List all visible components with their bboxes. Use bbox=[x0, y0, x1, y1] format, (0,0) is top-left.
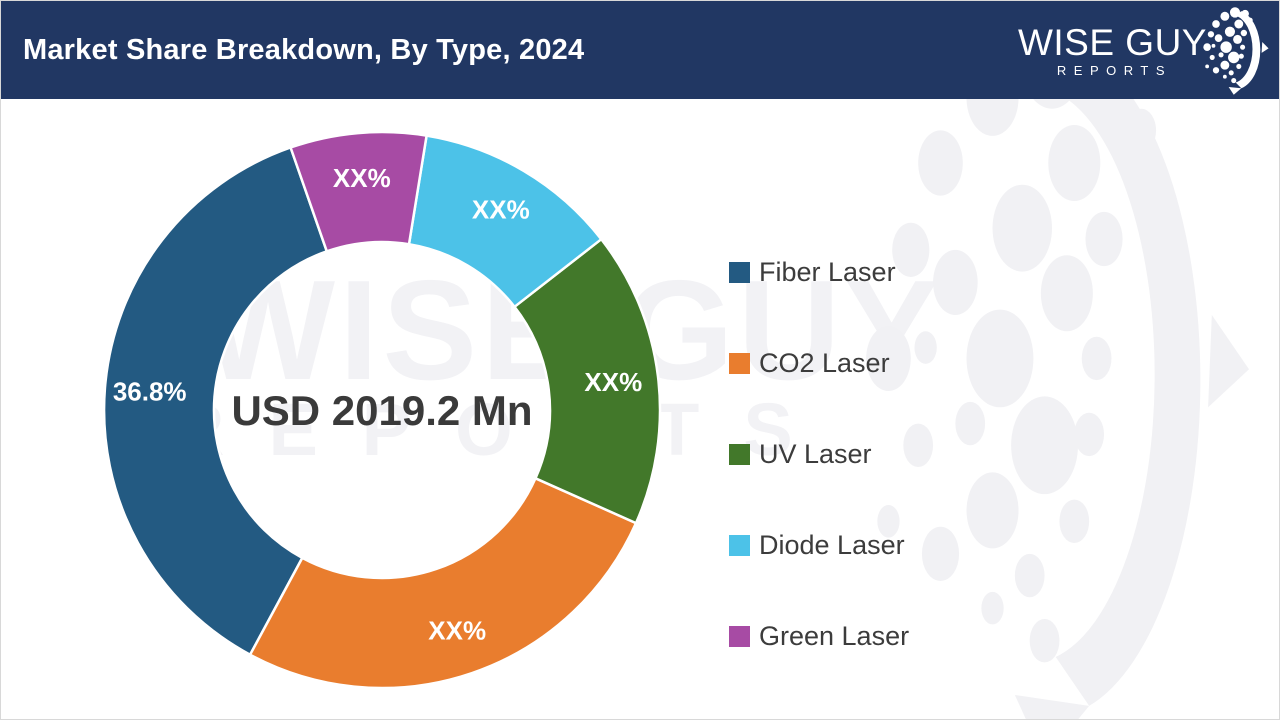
legend-label-diode-laser: Diode Laser bbox=[759, 530, 905, 560]
donut-segment-uv-laser bbox=[513, 237, 662, 525]
segment-value-label-diode-laser: XX% bbox=[472, 195, 530, 225]
segment-value-label-green-laser: XX% bbox=[333, 163, 391, 193]
donut-segment-labels: 36.8% XX% XX% XX% XX% bbox=[113, 163, 642, 646]
logo-text: WISE GUY REPORTS bbox=[1017, 21, 1207, 79]
legend-label-fiber-laser: Fiber Laser bbox=[759, 257, 896, 287]
legend-item-fiber-laser: Fiber Laser bbox=[729, 259, 909, 286]
logo-subtitle: REPORTS bbox=[1056, 63, 1173, 79]
donut-segment-co2-laser bbox=[248, 477, 638, 690]
logo-wordmark: WISE GUY bbox=[1017, 21, 1207, 63]
legend-swatch-diode-laser bbox=[729, 535, 750, 556]
segment-value-label-co2-laser: XX% bbox=[428, 616, 486, 646]
wise-guy-logo: WISE GUY REPORTS bbox=[1018, 5, 1273, 97]
header-bar: Market Share Breakdown, By Type, 2024 WI… bbox=[1, 1, 1279, 99]
chart-legend: Fiber Laser CO2 Laser UV Laser Diode Laser G… bbox=[729, 259, 909, 650]
watermark-subtitle: REPORTS bbox=[171, 388, 837, 471]
donut-segment-diode-laser bbox=[407, 134, 603, 309]
legend-label-uv-laser: UV Laser bbox=[759, 439, 872, 469]
donut-segment-green-laser bbox=[289, 130, 428, 253]
segment-value-label-uv-laser: XX% bbox=[584, 367, 642, 397]
donut-segment-fiber-laser bbox=[102, 146, 329, 656]
donut-center-value: USD 2019.2 Mn bbox=[231, 387, 532, 434]
page-title: Market Share Breakdown, By Type, 2024 bbox=[23, 33, 585, 66]
legend-item-diode-laser: Diode Laser bbox=[729, 532, 909, 559]
legend-label-green-laser: Green Laser bbox=[759, 621, 910, 651]
legend-label-co2-laser: CO2 Laser bbox=[759, 348, 890, 378]
legend-item-uv-laser: UV Laser bbox=[729, 441, 909, 468]
legend-swatch-co2-laser bbox=[729, 353, 750, 374]
donut-segments bbox=[102, 130, 662, 690]
legend-swatch-green-laser bbox=[729, 626, 750, 647]
legend-item-co2-laser: CO2 Laser bbox=[729, 350, 909, 377]
legend-swatch-uv-laser bbox=[729, 444, 750, 465]
legend-swatch-fiber-laser bbox=[729, 262, 750, 283]
legend-item-green-laser: Green Laser bbox=[729, 623, 909, 650]
segment-value-label-fiber-laser: 36.8% bbox=[113, 377, 187, 407]
